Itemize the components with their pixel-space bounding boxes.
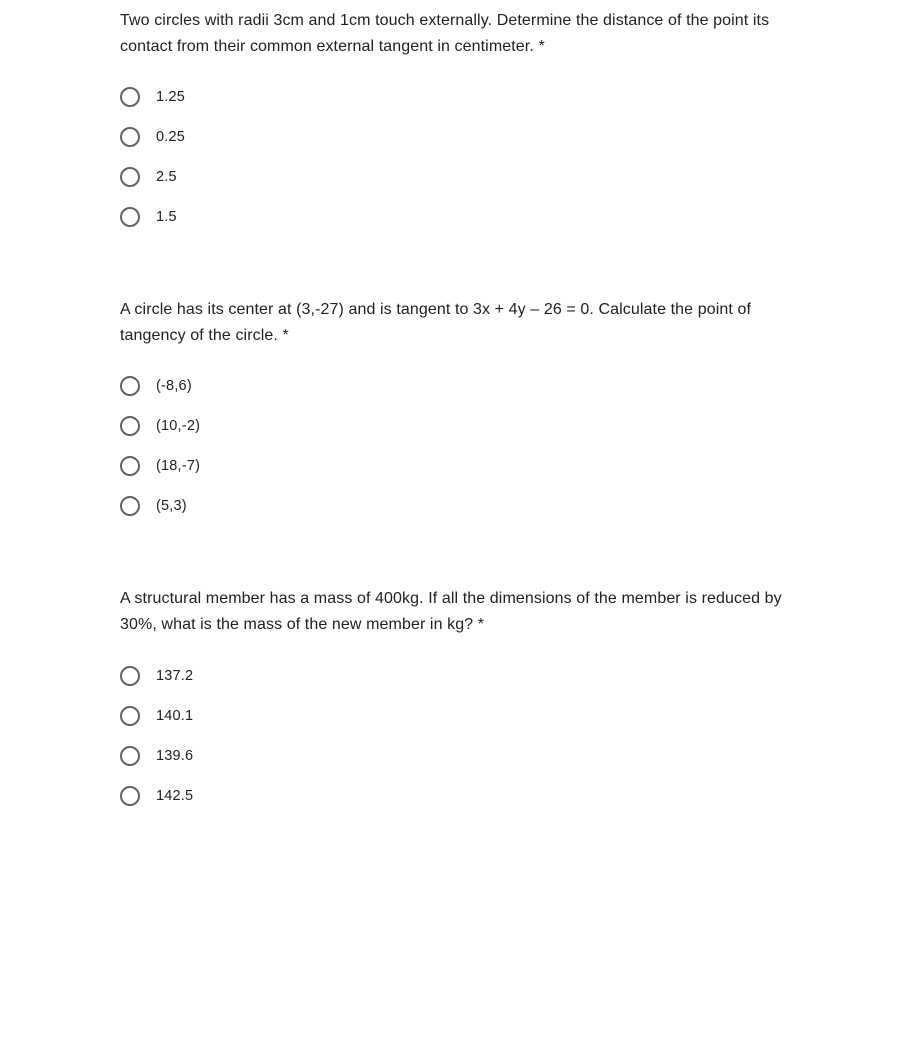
question-prompt: A circle has its center at (3,-27) and i… <box>120 297 793 348</box>
option-row[interactable]: 137.2 <box>120 666 793 686</box>
option-label: (-8,6) <box>156 378 192 394</box>
radio-icon[interactable] <box>120 207 140 227</box>
option-row[interactable]: (5,3) <box>120 496 793 516</box>
option-label: 140.1 <box>156 708 193 724</box>
option-label: 2.5 <box>156 169 177 185</box>
quiz-container: Two circles with radii 3cm and 1cm touch… <box>0 0 913 906</box>
option-label: 0.25 <box>156 129 185 145</box>
option-row[interactable]: 1.25 <box>120 87 793 107</box>
question-prompt: A structural member has a mass of 400kg.… <box>120 586 793 637</box>
option-row[interactable]: 142.5 <box>120 786 793 806</box>
question-block: A circle has its center at (3,-27) and i… <box>120 297 793 516</box>
radio-icon[interactable] <box>120 87 140 107</box>
radio-icon[interactable] <box>120 786 140 806</box>
option-label: (18,-7) <box>156 458 200 474</box>
option-label: (10,-2) <box>156 418 200 434</box>
option-label: 139.6 <box>156 748 193 764</box>
option-row[interactable]: (10,-2) <box>120 416 793 436</box>
option-row[interactable]: (18,-7) <box>120 456 793 476</box>
question-prompt: Two circles with radii 3cm and 1cm touch… <box>120 8 793 59</box>
option-label: (5,3) <box>156 498 187 514</box>
option-row[interactable]: 140.1 <box>120 706 793 726</box>
radio-icon[interactable] <box>120 706 140 726</box>
radio-icon[interactable] <box>120 376 140 396</box>
radio-icon[interactable] <box>120 167 140 187</box>
radio-icon[interactable] <box>120 746 140 766</box>
option-row[interactable]: 0.25 <box>120 127 793 147</box>
radio-icon[interactable] <box>120 496 140 516</box>
option-label: 1.25 <box>156 89 185 105</box>
option-row[interactable]: 139.6 <box>120 746 793 766</box>
radio-icon[interactable] <box>120 666 140 686</box>
option-row[interactable]: 1.5 <box>120 207 793 227</box>
question-block: Two circles with radii 3cm and 1cm touch… <box>120 8 793 227</box>
option-label: 1.5 <box>156 209 177 225</box>
radio-icon[interactable] <box>120 456 140 476</box>
radio-icon[interactable] <box>120 416 140 436</box>
option-row[interactable]: (-8,6) <box>120 376 793 396</box>
option-label: 137.2 <box>156 668 193 684</box>
question-block: A structural member has a mass of 400kg.… <box>120 586 793 805</box>
radio-icon[interactable] <box>120 127 140 147</box>
option-row[interactable]: 2.5 <box>120 167 793 187</box>
option-label: 142.5 <box>156 788 193 804</box>
